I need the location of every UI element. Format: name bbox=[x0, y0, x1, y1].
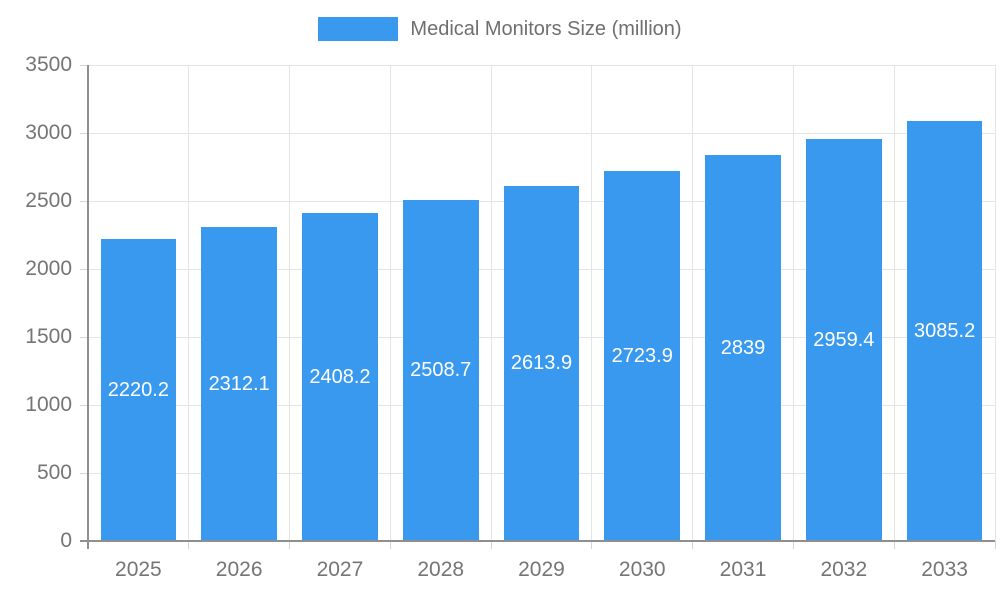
x-axis-label: 2030 bbox=[618, 558, 666, 581]
bar-value-label: 2839 bbox=[720, 336, 766, 359]
bar[interactable] bbox=[100, 239, 177, 541]
x-axis-tick bbox=[994, 541, 996, 549]
x-axis-label: 2031 bbox=[719, 558, 767, 581]
bar-value-label: 2613.9 bbox=[510, 352, 573, 375]
bar-value-label: 2312.1 bbox=[208, 372, 270, 395]
legend-swatch-icon bbox=[318, 17, 399, 41]
x-gridline bbox=[389, 65, 391, 541]
bar-value-label: 2220.2 bbox=[107, 379, 169, 402]
legend[interactable]: Medical Monitors Size (million) bbox=[0, 17, 1000, 41]
bar[interactable] bbox=[906, 121, 983, 541]
x-gridline bbox=[792, 65, 794, 541]
y-axis-label: 1000 bbox=[25, 393, 72, 416]
x-gridline bbox=[490, 65, 492, 541]
y-axis-label: 0 bbox=[60, 529, 72, 552]
bar-value-label: 2408.2 bbox=[309, 366, 371, 389]
x-axis-tick bbox=[692, 541, 694, 549]
x-axis-tick bbox=[792, 541, 794, 549]
x-axis-label: 2028 bbox=[417, 558, 465, 581]
x-axis-tick bbox=[188, 541, 190, 549]
y-axis-label: 2000 bbox=[25, 257, 72, 280]
bar[interactable] bbox=[201, 226, 277, 541]
y-axis-label: 3500 bbox=[25, 53, 72, 76]
y-gridline bbox=[88, 132, 995, 134]
y-axis-tick bbox=[80, 404, 88, 406]
bar[interactable] bbox=[604, 170, 681, 541]
bar[interactable] bbox=[302, 213, 378, 541]
y-axis-tick bbox=[80, 472, 88, 474]
x-axis-tick bbox=[389, 541, 391, 549]
x-axis-label: 2026 bbox=[215, 558, 263, 581]
x-axis-tick bbox=[490, 541, 492, 549]
bar-value-label: 2723.9 bbox=[611, 344, 673, 367]
legend-label: Medical Monitors Size (million) bbox=[410, 17, 682, 40]
x-axis-label: 2029 bbox=[518, 558, 565, 581]
bar-value-label: 3085.2 bbox=[914, 320, 976, 343]
bar[interactable] bbox=[705, 154, 781, 541]
x-axis-label: 2032 bbox=[820, 558, 868, 581]
x-axis-tick bbox=[893, 541, 895, 549]
x-gridline bbox=[289, 65, 291, 541]
bar-value-label: 2959.4 bbox=[813, 328, 875, 351]
x-axis-label: 2027 bbox=[316, 558, 364, 581]
y-axis-tick bbox=[80, 64, 88, 66]
y-axis-line bbox=[87, 65, 89, 549]
y-axis-label: 3000 bbox=[25, 121, 72, 144]
y-gridline bbox=[88, 64, 995, 66]
bar-value-label: 2508.7 bbox=[410, 359, 472, 382]
bar[interactable] bbox=[402, 199, 479, 541]
x-axis-tick bbox=[591, 541, 593, 549]
x-gridline bbox=[692, 65, 694, 541]
y-axis-tick bbox=[80, 268, 88, 270]
y-axis-tick bbox=[80, 200, 88, 202]
y-axis-tick bbox=[80, 336, 88, 338]
x-gridline bbox=[591, 65, 593, 541]
y-axis-label: 1500 bbox=[25, 325, 72, 348]
x-gridline bbox=[188, 65, 190, 541]
bar[interactable] bbox=[503, 185, 580, 541]
x-axis-label: 2025 bbox=[115, 558, 162, 581]
y-axis-label: 2500 bbox=[25, 189, 72, 212]
y-axis-tick bbox=[80, 132, 88, 134]
x-gridline bbox=[893, 65, 895, 541]
x-gridline bbox=[994, 65, 996, 541]
x-axis-line bbox=[80, 540, 995, 542]
y-axis-label: 500 bbox=[36, 461, 72, 484]
x-axis-label: 2033 bbox=[921, 558, 968, 581]
x-axis-tick bbox=[289, 541, 291, 549]
bar[interactable] bbox=[806, 138, 882, 541]
